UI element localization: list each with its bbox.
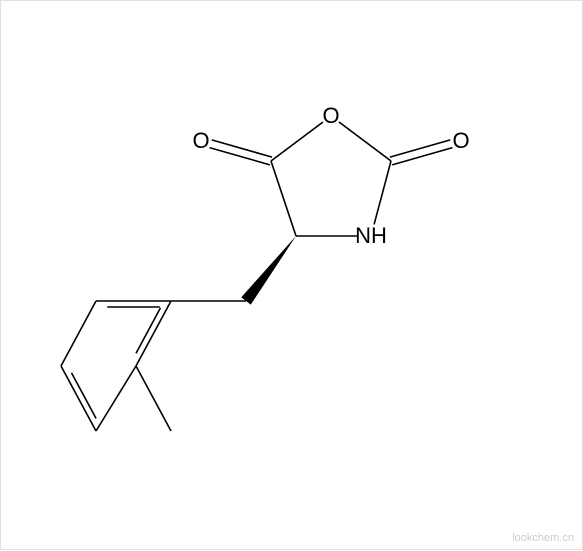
bond-line — [374, 161, 391, 224]
atom-label-o: O — [452, 128, 469, 154]
bonds-layer — [1, 1, 583, 551]
wedge-bond — [241, 236, 296, 305]
bond-line — [61, 301, 96, 366]
bond-line — [136, 308, 161, 354]
bond-line — [392, 148, 452, 165]
bond-line — [212, 140, 272, 157]
atom-label-nh: NH — [355, 223, 387, 249]
bond-line — [72, 373, 97, 419]
bond-line — [271, 161, 296, 236]
atom-label-o: O — [322, 103, 339, 129]
structure-canvas: O O O NH lookchem.cn — [0, 0, 583, 550]
watermark: lookchem.cn — [512, 532, 574, 544]
atom-label-o: O — [192, 128, 209, 154]
bond-line — [96, 366, 136, 431]
bond-line — [61, 366, 96, 431]
bond-line — [390, 140, 450, 157]
bond-line — [339, 122, 391, 161]
bond-line — [136, 301, 171, 366]
bond-line — [136, 366, 171, 431]
bond-line — [210, 148, 270, 165]
bond-line — [271, 122, 323, 161]
